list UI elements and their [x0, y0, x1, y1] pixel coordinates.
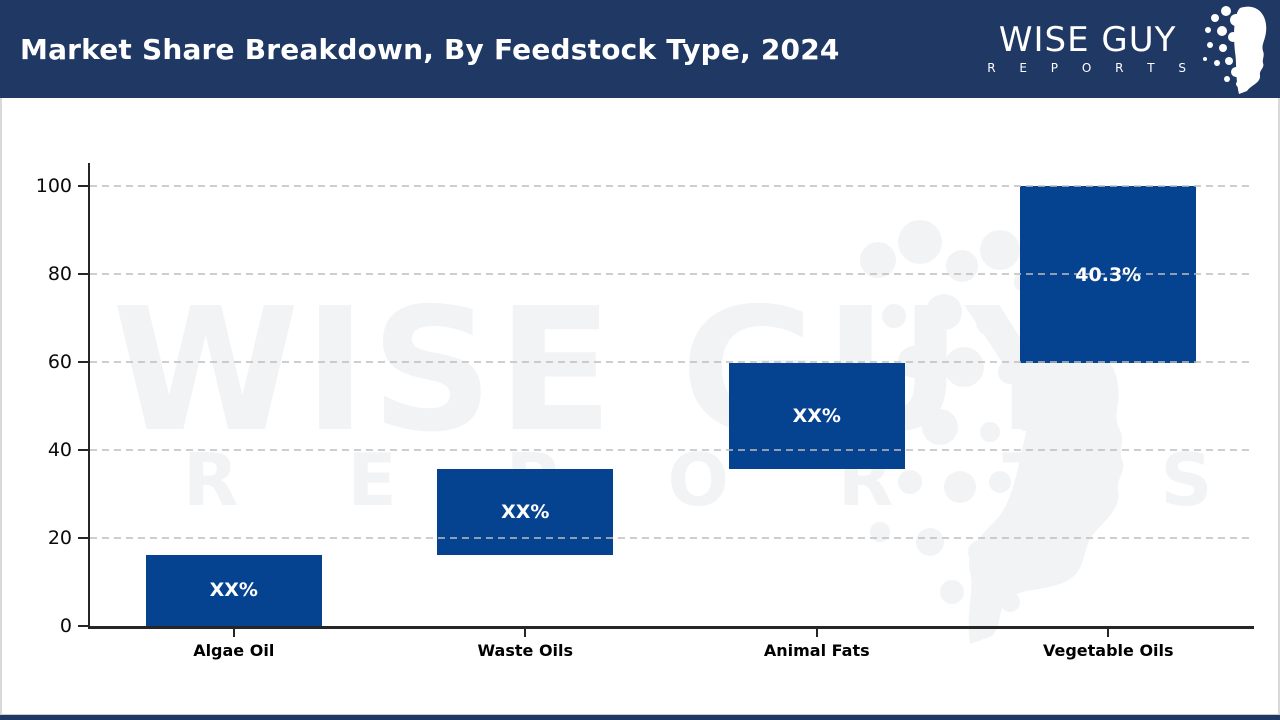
- logo-text: WISE GUY R E P O R T S: [979, 20, 1196, 75]
- gridline-y-100: [90, 184, 1254, 187]
- gridline-y-80: [90, 272, 1254, 275]
- wise-guy-logo: WISE GUY R E P O R T S: [979, 4, 1272, 94]
- logo-subtitle: R E P O R T S: [987, 60, 1196, 75]
- x-tick-label-0: Algae Oil: [193, 641, 275, 660]
- x-tick-3: [1107, 629, 1110, 637]
- bar-value-label: 40.3%: [1075, 263, 1142, 286]
- y-tick-label-40: 40: [47, 438, 72, 461]
- y-tick-label-20: 20: [47, 526, 72, 549]
- x-tick-1: [524, 629, 527, 637]
- y-tick-80: [78, 272, 88, 275]
- plot-area: 0 20 40 60 80 100 XX% Algae Oil XX% Waste Oils XX%…: [36, 163, 1254, 660]
- gridline-y-20: [90, 536, 1254, 539]
- y-tick-label-60: 60: [47, 350, 72, 373]
- x-tick-label-1: Waste Oils: [477, 641, 574, 660]
- header: Market Share Breakdown, By Feedstock Typ…: [0, 0, 1280, 98]
- bar-value-label: XX%: [209, 579, 258, 602]
- y-tick-40: [78, 448, 88, 451]
- logo-face-icon: [1203, 6, 1267, 94]
- x-tick-label-2: Animal Fats: [763, 641, 870, 660]
- x-tick-label-3: Vegetable Oils: [1042, 641, 1174, 660]
- y-tick-20: [78, 536, 88, 539]
- y-tick-label-80: 80: [47, 262, 72, 285]
- x-tick-0: [232, 629, 235, 637]
- y-axis-line: [88, 163, 90, 629]
- bar-animal-fats: [728, 363, 905, 469]
- gridline-y-40: [90, 448, 1254, 451]
- bar-value-label: XX%: [501, 500, 550, 523]
- gridline-y-60: [90, 360, 1254, 363]
- y-tick-label-100: 100: [35, 174, 72, 197]
- y-tick-100: [78, 184, 88, 187]
- y-tick-60: [78, 360, 88, 363]
- x-axis-line: [88, 626, 1254, 629]
- page-title: Market Share Breakdown, By Feedstock Typ…: [20, 32, 840, 66]
- x-tick-2: [815, 629, 818, 637]
- bar-value-label: XX%: [792, 405, 841, 428]
- logo-wordmark: WISE GUY: [998, 20, 1177, 61]
- bar-algae-oil: [145, 554, 322, 626]
- y-tick-label-0: 0: [59, 615, 72, 637]
- footer-bar: [0, 714, 1280, 720]
- y-tick-0: [78, 625, 88, 627]
- bar-waste-oils: [437, 468, 614, 555]
